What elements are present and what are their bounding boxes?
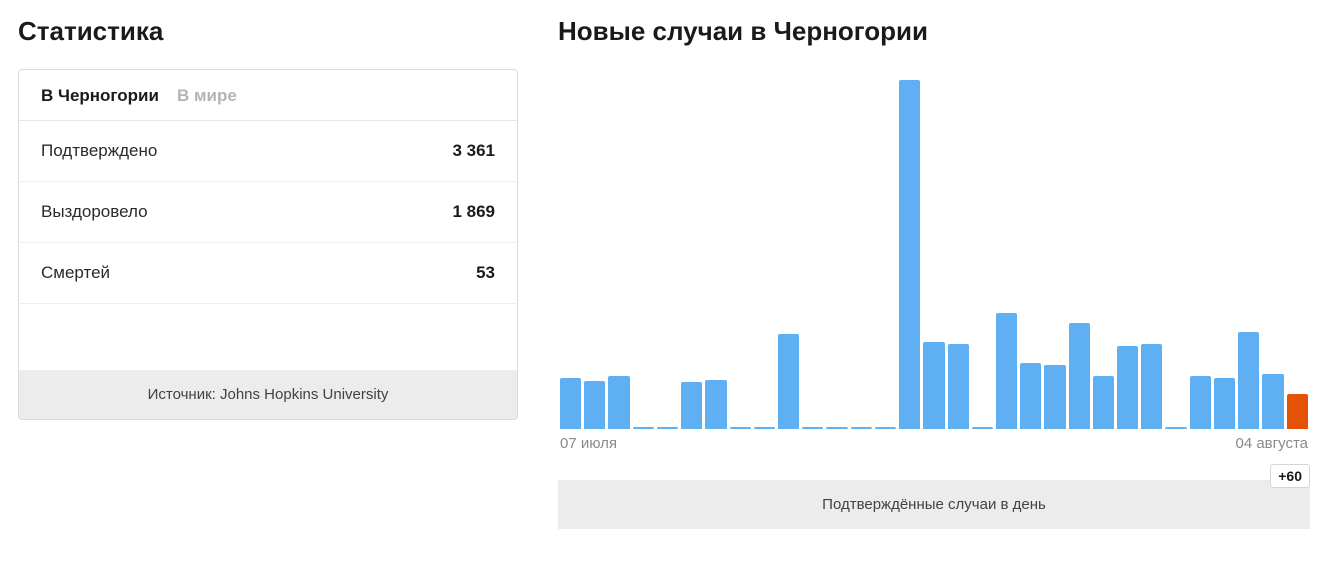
chart-bar[interactable] — [851, 427, 872, 429]
chart-bar[interactable] — [730, 427, 751, 429]
chart-x-axis: 07 июля 04 августа — [558, 429, 1310, 452]
stat-row: Выздоровело 1 869 — [19, 182, 517, 243]
tab-country[interactable]: В Черногории — [41, 86, 159, 106]
chart-bar[interactable] — [826, 427, 847, 429]
chart-bar[interactable] — [1069, 323, 1090, 429]
chart-bar[interactable] — [1044, 365, 1065, 429]
tab-world[interactable]: В мире — [177, 86, 237, 106]
chart-bar[interactable] — [1117, 346, 1138, 429]
chart-bar[interactable] — [948, 344, 969, 429]
chart-bar[interactable] — [1262, 374, 1283, 429]
stats-title: Статистика — [18, 16, 518, 47]
chart-bar[interactable] — [754, 427, 775, 429]
chart-bar[interactable] — [923, 342, 944, 429]
chart-bar[interactable] — [608, 376, 629, 429]
chart-bar[interactable] — [681, 382, 702, 429]
chart-bar[interactable] — [560, 378, 581, 429]
stat-label: Смертей — [41, 263, 110, 283]
stat-row: Смертей 53 — [19, 243, 517, 304]
chart-wrap: +60 07 июля 04 августа Подтверждённые сл… — [558, 69, 1310, 529]
stat-value: 53 — [476, 263, 495, 283]
x-axis-start: 07 июля — [560, 435, 617, 452]
chart-bar[interactable] — [1020, 363, 1041, 429]
stat-label: Выздоровело — [41, 202, 148, 222]
stats-source: Источник: Johns Hopkins University — [19, 370, 517, 419]
chart-bar[interactable] — [802, 427, 823, 429]
x-axis-end: 04 августа — [1235, 435, 1308, 452]
stat-row: Подтверждено 3 361 — [19, 121, 517, 182]
chart-bar[interactable] — [705, 380, 726, 429]
chart-bar[interactable] — [1141, 344, 1162, 429]
chart-bar[interactable] — [875, 427, 896, 429]
chart-bar[interactable] — [996, 313, 1017, 429]
chart-bar[interactable] — [972, 427, 993, 429]
chart-bar[interactable] — [584, 381, 605, 429]
stat-label: Подтверждено — [41, 141, 157, 161]
chart-bar[interactable] — [1190, 376, 1211, 429]
chart-last-value-badge: +60 — [1270, 464, 1310, 488]
chart-bar[interactable] — [1165, 427, 1186, 429]
chart-bar[interactable] — [633, 427, 654, 429]
chart-bar[interactable] — [778, 334, 799, 429]
stats-tabs: В Черногории В мире — [19, 70, 517, 121]
stat-value: 1 869 — [452, 202, 495, 222]
chart-bar[interactable] — [1214, 378, 1235, 429]
chart-title: Новые случаи в Черногории — [558, 16, 1310, 47]
stat-value: 3 361 — [452, 141, 495, 161]
bar-chart — [558, 69, 1310, 429]
stats-card: В Черногории В мире Подтверждено 3 361 Выз… — [18, 69, 518, 420]
chart-bar[interactable] — [899, 80, 920, 429]
chart-bar[interactable] — [1287, 394, 1308, 429]
chart-bar[interactable] — [1093, 376, 1114, 429]
chart-bar[interactable] — [1238, 332, 1259, 429]
chart-caption: Подтверждённые случаи в день — [558, 480, 1310, 529]
chart-bar[interactable] — [657, 427, 678, 429]
